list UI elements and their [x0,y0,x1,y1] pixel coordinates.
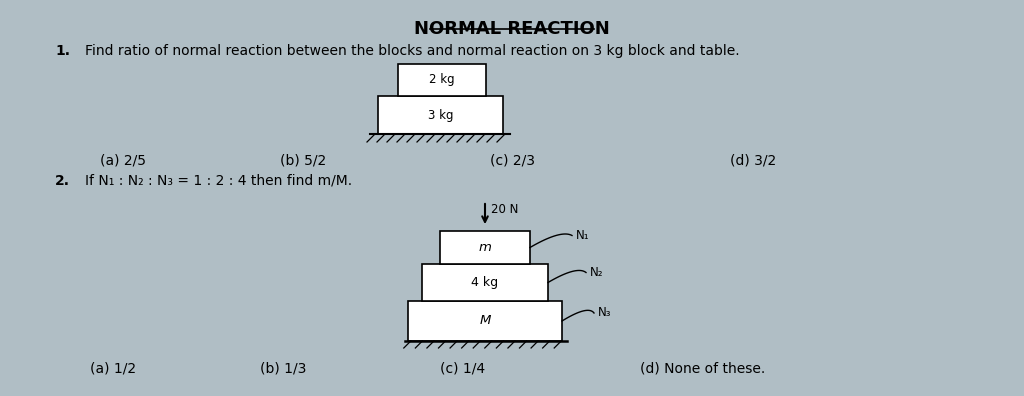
Text: NORMAL REACTION: NORMAL REACTION [414,20,610,38]
FancyBboxPatch shape [408,301,562,341]
Text: (c) 1/4: (c) 1/4 [440,362,485,376]
Text: If N₁ : N₂ : N₃ = 1 : 2 : 4 then find m/M.: If N₁ : N₂ : N₃ = 1 : 2 : 4 then find m/… [85,174,352,188]
Text: (c) 2/3: (c) 2/3 [490,154,535,168]
FancyBboxPatch shape [378,96,503,134]
Text: 20 N: 20 N [490,203,518,216]
Text: N₁: N₁ [577,229,590,242]
Text: m: m [478,241,492,254]
Text: Find ratio of normal reaction between the blocks and normal reaction on 3 kg blo: Find ratio of normal reaction between th… [85,44,739,58]
Text: M: M [479,314,490,327]
Text: (a) 1/2: (a) 1/2 [90,362,136,376]
FancyBboxPatch shape [398,64,486,96]
Text: N₂: N₂ [590,266,603,279]
Text: 4 kg: 4 kg [471,276,499,289]
Text: (b) 5/2: (b) 5/2 [280,154,327,168]
Text: N₃: N₃ [598,307,611,320]
Text: (d) 3/2: (d) 3/2 [730,154,776,168]
Text: 1.: 1. [55,44,70,58]
Text: 3 kg: 3 kg [428,109,454,122]
Text: 2.: 2. [55,174,70,188]
Text: (d) None of these.: (d) None of these. [640,362,765,376]
Text: (a) 2/5: (a) 2/5 [100,154,146,168]
Text: (b) 1/3: (b) 1/3 [260,362,306,376]
Text: 2 kg: 2 kg [429,74,455,86]
FancyBboxPatch shape [422,264,548,301]
FancyBboxPatch shape [440,231,530,264]
